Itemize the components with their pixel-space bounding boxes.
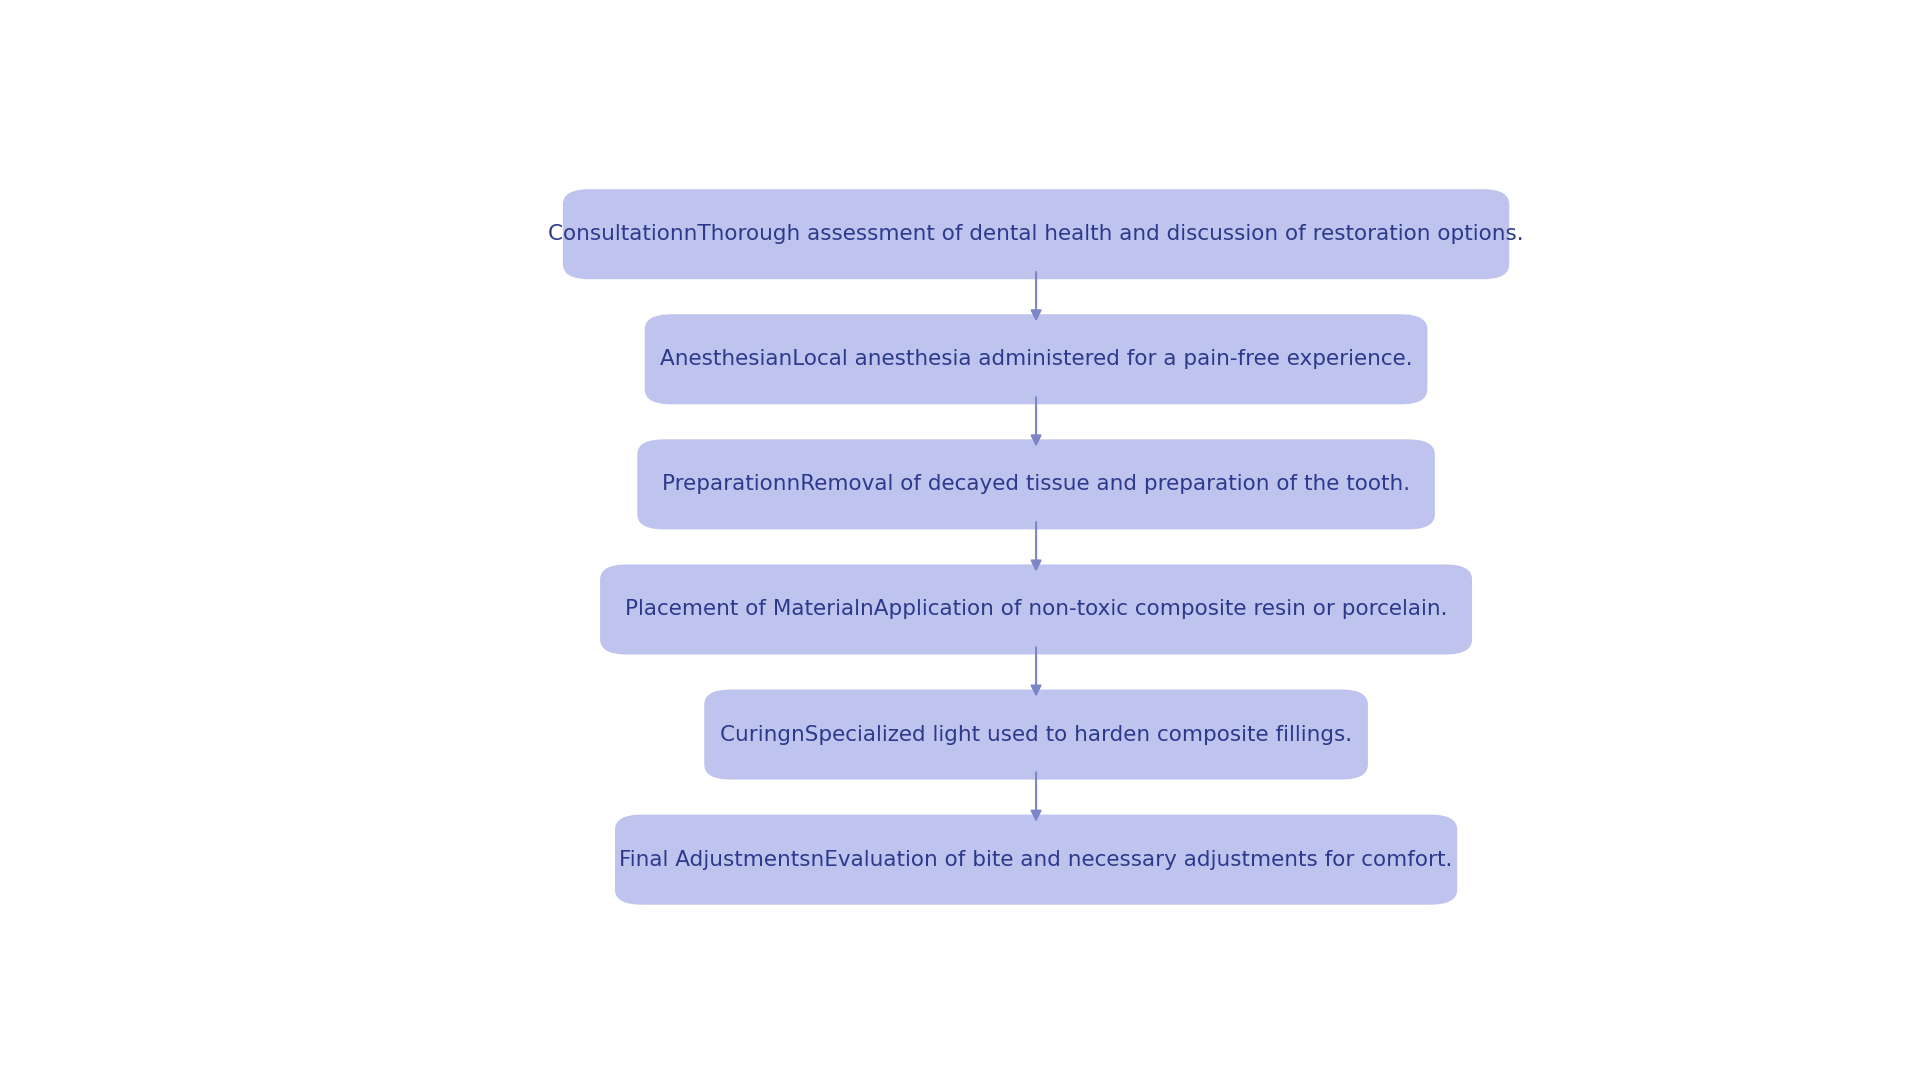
FancyBboxPatch shape [645,314,1427,404]
Text: ConsultationnThorough assessment of dental health and discussion of restoration : ConsultationnThorough assessment of dent… [549,224,1524,244]
Text: CuringnSpecialized light used to harden composite fillings.: CuringnSpecialized light used to harden … [720,725,1352,744]
Text: PreparationnRemoval of decayed tissue and preparation of the tooth.: PreparationnRemoval of decayed tissue an… [662,474,1409,494]
FancyBboxPatch shape [637,440,1434,530]
Text: Placement of MaterialnApplication of non-toxic composite resin or porcelain.: Placement of MaterialnApplication of non… [624,600,1448,619]
Text: AnesthesianLocal anesthesia administered for a pain-free experience.: AnesthesianLocal anesthesia administered… [660,350,1413,369]
Text: Final AdjustmentsnEvaluation of bite and necessary adjustments for comfort.: Final AdjustmentsnEvaluation of bite and… [620,850,1453,870]
FancyBboxPatch shape [705,690,1367,780]
FancyBboxPatch shape [563,190,1509,279]
FancyBboxPatch shape [601,564,1473,654]
FancyBboxPatch shape [614,814,1457,904]
